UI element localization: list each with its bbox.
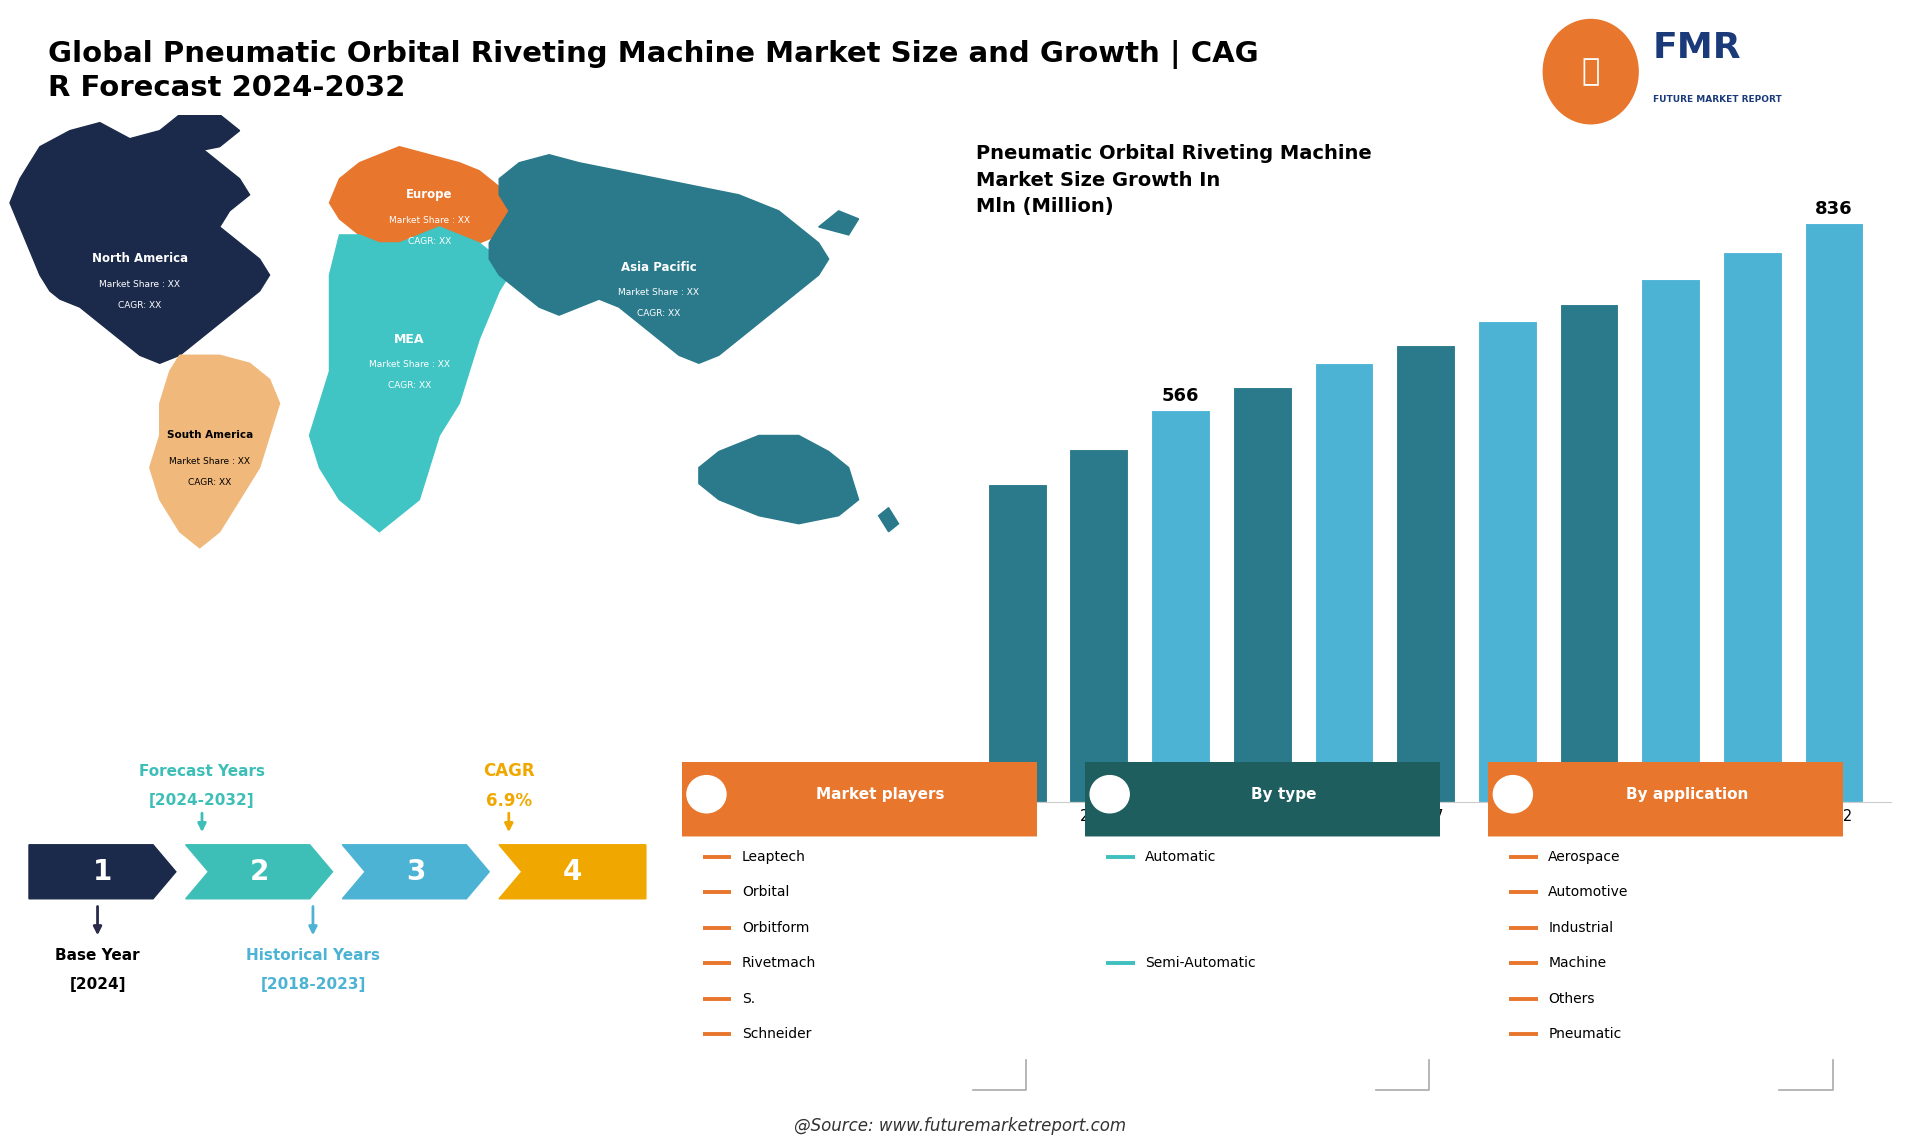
- FancyBboxPatch shape: [1071, 752, 1453, 837]
- Text: MEA: MEA: [394, 332, 424, 346]
- Text: 2: 2: [250, 857, 269, 886]
- Circle shape: [1544, 19, 1638, 124]
- Text: CAGR: XX: CAGR: XX: [119, 301, 161, 311]
- Text: 1: 1: [92, 857, 111, 886]
- Text: CAGR: XX: CAGR: XX: [407, 237, 451, 246]
- Text: South America: South America: [167, 431, 253, 440]
- Polygon shape: [499, 845, 645, 898]
- Polygon shape: [879, 508, 899, 532]
- Bar: [1315, 362, 1373, 802]
- Polygon shape: [490, 155, 829, 363]
- Text: Aerospace: Aerospace: [1548, 849, 1620, 864]
- Polygon shape: [150, 355, 280, 548]
- Text: ⛹: ⛹: [1582, 57, 1599, 86]
- Text: [2024]: [2024]: [69, 978, 127, 992]
- Bar: [1722, 252, 1782, 802]
- Text: Pneumatic: Pneumatic: [1548, 1027, 1622, 1042]
- Circle shape: [687, 776, 726, 813]
- Text: Market Share : XX: Market Share : XX: [390, 215, 470, 225]
- Text: Orbital: Orbital: [741, 885, 789, 900]
- FancyBboxPatch shape: [674, 823, 1044, 1107]
- Circle shape: [1091, 776, 1129, 813]
- Polygon shape: [10, 123, 269, 363]
- Polygon shape: [342, 845, 490, 898]
- Bar: [1396, 345, 1455, 802]
- Text: 836: 836: [1814, 199, 1853, 218]
- Text: CAGR: XX: CAGR: XX: [188, 478, 230, 487]
- Polygon shape: [309, 227, 509, 532]
- Polygon shape: [818, 211, 858, 235]
- Text: Market Share : XX: Market Share : XX: [618, 288, 699, 297]
- Polygon shape: [699, 435, 858, 524]
- FancyBboxPatch shape: [1480, 823, 1851, 1107]
- FancyBboxPatch shape: [1077, 823, 1448, 1107]
- Text: Market Share : XX: Market Share : XX: [369, 360, 449, 369]
- Bar: [987, 484, 1046, 802]
- Bar: [1642, 280, 1699, 802]
- Text: Pneumatic Orbital Riveting Machine
Market Size Growth In
Mln (Million): Pneumatic Orbital Riveting Machine Marke…: [977, 144, 1373, 217]
- Text: FMR: FMR: [1653, 31, 1741, 64]
- Text: CAGR: XX: CAGR: XX: [388, 382, 430, 391]
- Text: 6.9%: 6.9%: [486, 792, 532, 809]
- Text: Automotive: Automotive: [1548, 885, 1628, 900]
- Text: Market players: Market players: [816, 786, 945, 802]
- Text: Market Share : XX: Market Share : XX: [169, 456, 250, 465]
- FancyBboxPatch shape: [1475, 752, 1857, 837]
- Text: Orbitform: Orbitform: [741, 920, 810, 935]
- Text: Asia Pacific: Asia Pacific: [620, 260, 697, 274]
- Text: @Source: www.futuremarketreport.com: @Source: www.futuremarketreport.com: [795, 1116, 1125, 1135]
- Circle shape: [1494, 776, 1532, 813]
- Text: CAGR: XX: CAGR: XX: [637, 309, 680, 319]
- Text: Machine: Machine: [1548, 956, 1607, 971]
- Bar: [1233, 387, 1292, 802]
- Text: By type: By type: [1252, 786, 1317, 802]
- Text: Forecast Years: Forecast Years: [138, 763, 265, 778]
- Text: Automatic: Automatic: [1144, 849, 1217, 864]
- Bar: [1152, 410, 1210, 802]
- Text: Semi-Automatic: Semi-Automatic: [1144, 956, 1256, 971]
- Polygon shape: [159, 115, 240, 155]
- Text: Leaptech: Leaptech: [741, 849, 806, 864]
- Text: [2024-2032]: [2024-2032]: [150, 793, 255, 808]
- Text: Global Pneumatic Orbital Riveting Machine Market Size and Growth | CAG
R Forecas: Global Pneumatic Orbital Riveting Machin…: [48, 40, 1260, 102]
- FancyBboxPatch shape: [668, 752, 1050, 837]
- Text: Schneider: Schneider: [741, 1027, 812, 1042]
- Text: [2018-2023]: [2018-2023]: [261, 978, 365, 992]
- Bar: [1478, 321, 1536, 802]
- Text: 566: 566: [1162, 387, 1200, 405]
- Text: Market Share : XX: Market Share : XX: [100, 280, 180, 289]
- Bar: [1069, 449, 1129, 802]
- Text: North America: North America: [92, 252, 188, 266]
- Text: Europe: Europe: [405, 188, 453, 202]
- Text: CAGR: CAGR: [484, 762, 534, 780]
- Text: Rivetmach: Rivetmach: [741, 956, 816, 971]
- Text: Others: Others: [1548, 991, 1596, 1006]
- Text: Base Year: Base Year: [56, 948, 140, 963]
- Text: Historical Years: Historical Years: [246, 948, 380, 963]
- Text: 4: 4: [563, 857, 582, 886]
- Polygon shape: [330, 147, 530, 243]
- Bar: [1559, 304, 1619, 802]
- Polygon shape: [29, 845, 177, 898]
- Text: 3: 3: [407, 857, 426, 886]
- Text: Industrial: Industrial: [1548, 920, 1613, 935]
- Text: By application: By application: [1626, 786, 1747, 802]
- Text: S.: S.: [741, 991, 755, 1006]
- Polygon shape: [186, 845, 332, 898]
- Text: FUTURE MARKET REPORT: FUTURE MARKET REPORT: [1653, 95, 1782, 104]
- Bar: [1805, 223, 1864, 802]
